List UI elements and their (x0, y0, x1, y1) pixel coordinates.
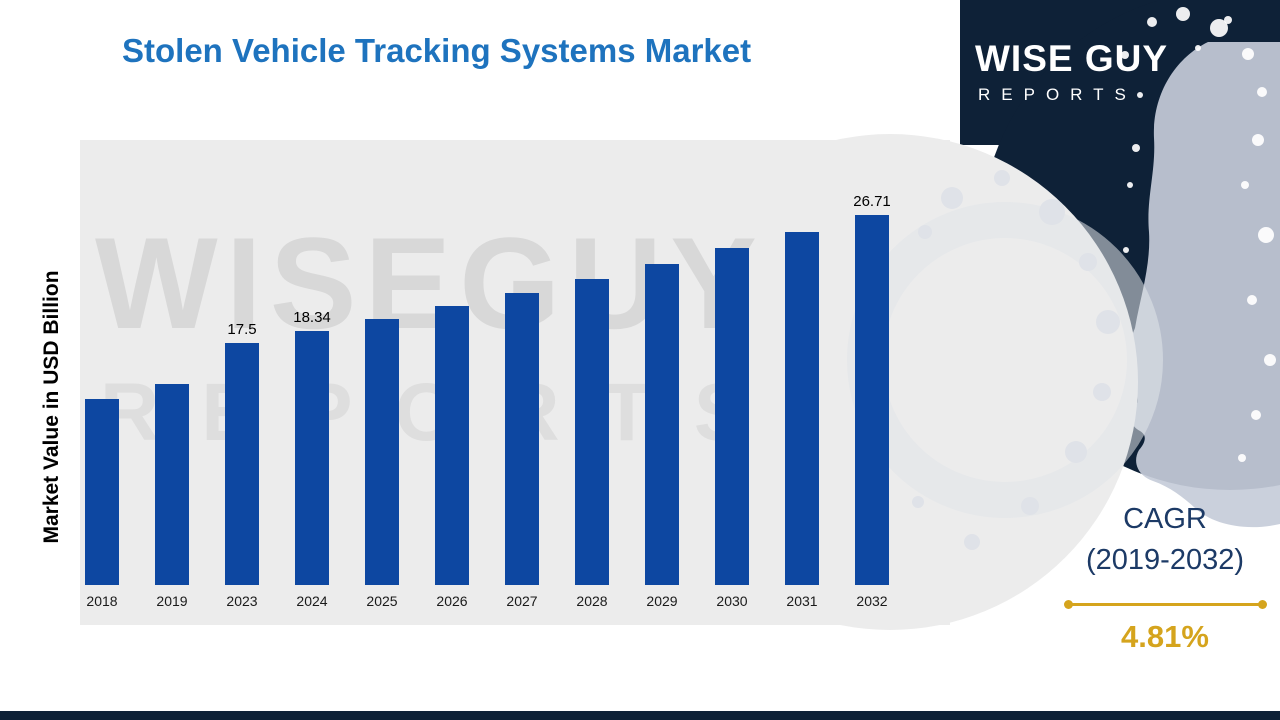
bar-column: 2018 (85, 140, 119, 609)
bar-2032 (855, 215, 889, 585)
bar-2019 (155, 384, 189, 585)
x-axis-tick-label: 2025 (366, 593, 398, 609)
x-axis-tick-label: 2018 (86, 593, 118, 609)
x-axis-tick-label: 2019 (156, 593, 188, 609)
bar-column: 2019 (155, 140, 189, 609)
y-axis-label: Market Value in USD Billion (40, 270, 63, 544)
bar-2024 (295, 331, 329, 585)
bar-column: 2028 (575, 140, 609, 609)
bar-column: 2030 (715, 140, 749, 609)
x-axis-tick-label: 2027 (506, 593, 538, 609)
bar-2026 (435, 306, 469, 585)
logo-title: WISE GUY (975, 38, 1169, 79)
bar-column: 2029 (645, 140, 679, 609)
bottom-navy-strip (0, 711, 1280, 720)
bar-column: 2027 (505, 140, 539, 609)
cagr-value: 4.81% (1121, 619, 1209, 654)
x-axis-tick-label: 2026 (436, 593, 468, 609)
chart-title: Stolen Vehicle Tracking Systems Market (122, 32, 752, 69)
bar-column: 2031 (785, 140, 819, 609)
bar-column: 2026 (435, 140, 469, 609)
bar-2030 (715, 248, 749, 585)
x-axis-tick-label: 2029 (646, 593, 678, 609)
bar-value-label: 17.5 (227, 321, 257, 338)
bar-2029 (645, 264, 679, 585)
x-axis-tick-label: 2024 (296, 593, 328, 609)
wiseguy-logo: WISE GUY REPORTS (975, 38, 1215, 105)
bar-2027 (505, 293, 539, 585)
bar-value-label: 18.34 (293, 309, 331, 326)
bar-2031 (785, 232, 819, 585)
cagr-label: CAGR (1123, 503, 1207, 535)
bar-2028 (575, 279, 609, 585)
cagr-period: (2019-2032) (1086, 544, 1244, 576)
bar-column: 17.5 2023 (225, 140, 259, 609)
x-axis-tick-label: 2030 (716, 593, 748, 609)
bar-column: 26.71 2032 (853, 140, 891, 609)
bar-value-label: 26.71 (853, 193, 891, 210)
bar-2018 (85, 399, 119, 585)
x-axis-tick-label: 2028 (576, 593, 608, 609)
cagr-block: CAGR (2019-2032) 4.81% (1050, 503, 1280, 655)
bar-column: 2025 (365, 140, 399, 609)
plot-area: 2018 2019 17.5 2023 18.34 2024 2025 2026 2027 202… (85, 140, 925, 609)
bar-column: 18.34 2024 (293, 140, 331, 609)
watermark-text-line2: REPORTS (100, 366, 790, 460)
logo-subtitle: REPORTS (978, 85, 1137, 104)
x-axis-tick-label: 2023 (226, 593, 258, 609)
cagr-divider (1063, 600, 1267, 609)
x-axis-tick-label: 2032 (856, 593, 888, 609)
bar-2025 (365, 319, 399, 585)
bar-2023 (225, 343, 259, 585)
x-axis-tick-label: 2031 (786, 593, 818, 609)
